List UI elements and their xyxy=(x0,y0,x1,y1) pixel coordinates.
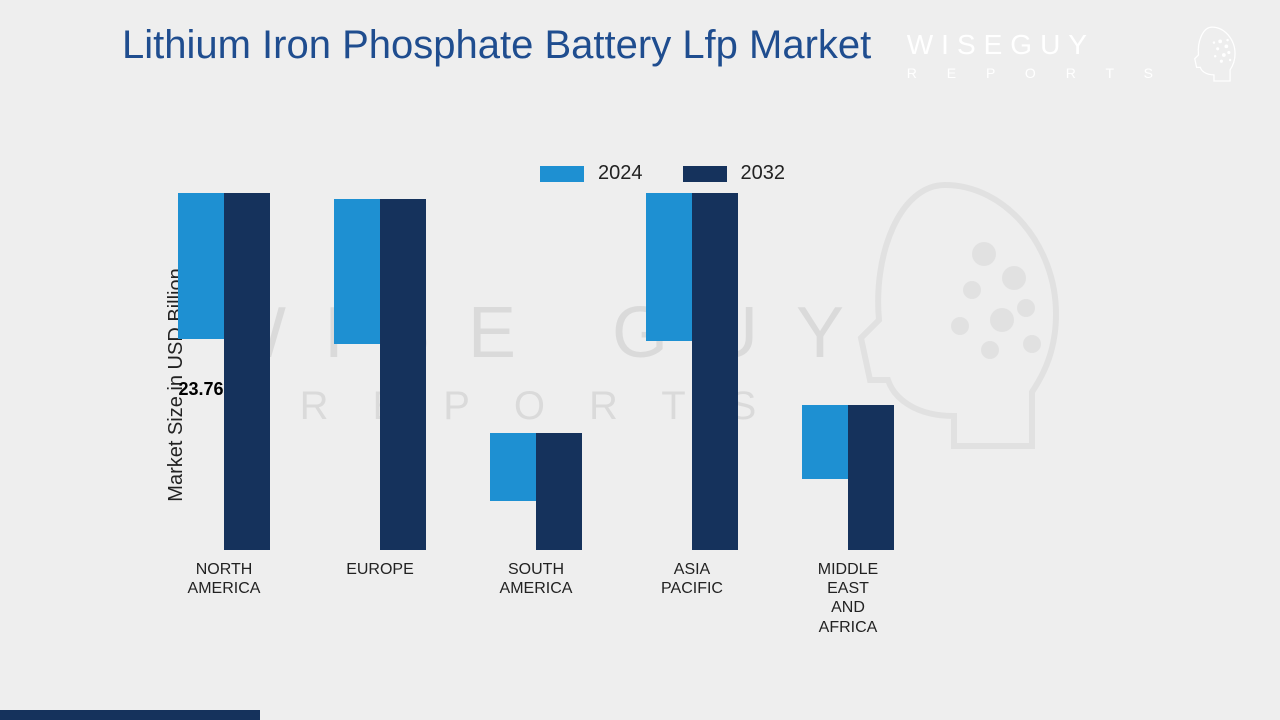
bottom-stripe xyxy=(0,710,260,720)
bar-2024 xyxy=(802,405,848,479)
bar-2032 xyxy=(536,433,582,550)
bar-value-label: 23.76 xyxy=(168,379,234,400)
bar-group xyxy=(160,193,288,550)
brand-logo: WISEGUY R E P O R T S xyxy=(907,24,1240,86)
x-axis-label: ASIAPACIFIC xyxy=(628,560,756,598)
bar-2024 xyxy=(334,199,380,344)
chart-title: Lithium Iron Phosphate Battery Lfp Marke… xyxy=(122,22,882,68)
logo-line2: R E P O R T S xyxy=(907,65,1166,81)
plot-area: NORTHAMERICAEUROPESOUTHAMERICAASIAPACIFI… xyxy=(120,150,960,550)
x-axis-label: MIDDLEEASTANDAFRICA xyxy=(784,560,912,637)
bar-2032 xyxy=(224,193,270,550)
canvas: Lithium Iron Phosphate Battery Lfp Marke… xyxy=(0,0,1280,720)
chart-area: Market Size in USD Billion NORTHAMERICAE… xyxy=(60,150,960,620)
bar-2024 xyxy=(178,193,224,339)
head-icon xyxy=(1178,24,1240,86)
bar-2024 xyxy=(490,433,536,501)
x-axis-label: EUROPE xyxy=(316,560,444,579)
logo-line1: WISEGUY xyxy=(907,29,1166,61)
x-axis-label: SOUTHAMERICA xyxy=(472,560,600,598)
bar-2032 xyxy=(380,199,426,550)
bar-group xyxy=(472,433,600,550)
bar-2032 xyxy=(848,405,894,550)
bar-group xyxy=(784,405,912,550)
bar-group xyxy=(628,193,756,550)
bar-2024 xyxy=(646,193,692,341)
bar-group xyxy=(316,199,444,550)
x-axis-label: NORTHAMERICA xyxy=(160,560,288,598)
bar-2032 xyxy=(692,193,738,550)
